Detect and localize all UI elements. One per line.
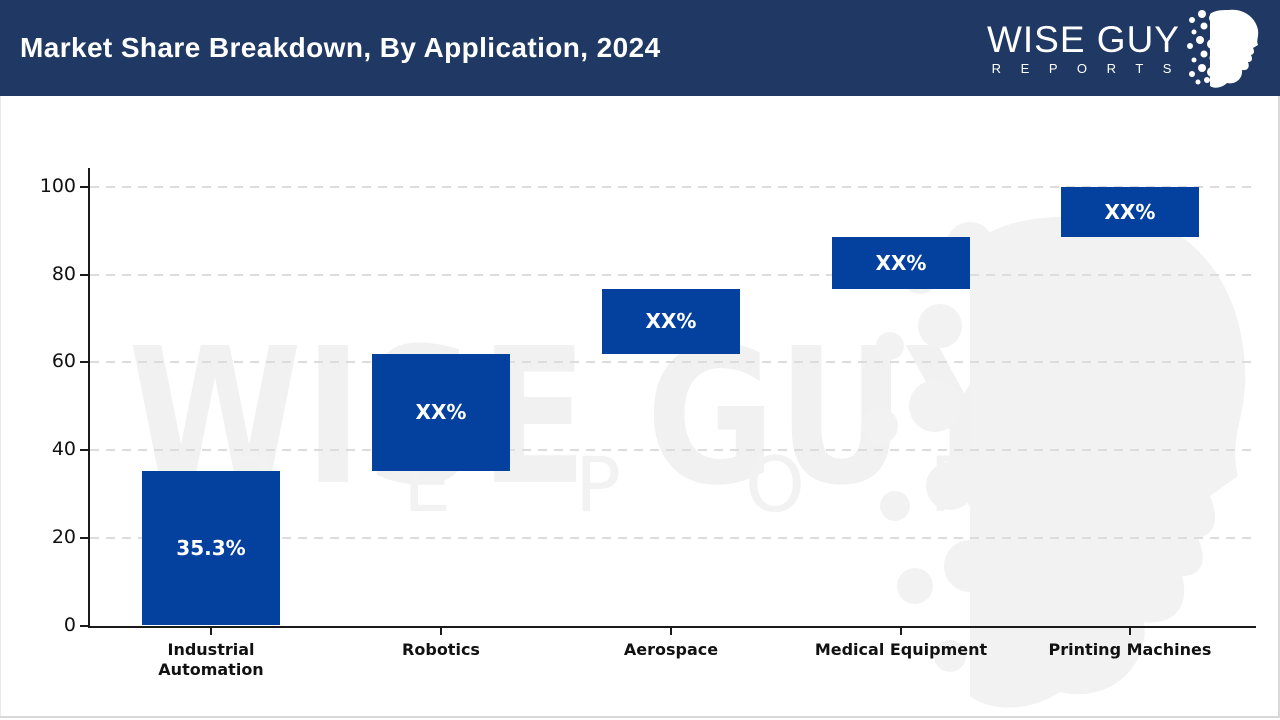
frame-right (1278, 96, 1280, 718)
y-axis-line (88, 168, 90, 627)
waterfall-bar: XX% (832, 237, 970, 289)
y-axis-tick (80, 624, 88, 627)
y-tick-label: 0 (63, 613, 76, 636)
x-axis-tick (210, 628, 212, 635)
x-axis-tick (440, 628, 442, 635)
bar-value-label: XX% (1104, 200, 1156, 225)
wise-guy-logo: WISE GUY R E P O R T S (987, 6, 1262, 90)
y-tick-label: 60 (51, 350, 76, 373)
frame-left (0, 96, 1, 718)
logo-name: WISE GUY (986, 18, 1180, 60)
x-category-label: Aerospace (623, 640, 719, 659)
gridline (90, 186, 1256, 188)
bar-value-label: XX% (645, 309, 697, 334)
y-axis-tick (80, 449, 88, 452)
frame-bottom (0, 716, 1280, 718)
x-axis-tick (1129, 628, 1131, 635)
y-tick-label: 40 (51, 438, 76, 461)
y-axis-tick (80, 361, 88, 364)
gridline (90, 449, 1256, 452)
waterfall-bar: XX% (602, 288, 740, 354)
x-category-label: Industrial Automation (158, 640, 264, 680)
bar-value-label: XX% (875, 251, 927, 276)
gridline (90, 361, 1256, 364)
waterfall-bar: 35.3% (142, 470, 280, 626)
y-axis-tick (80, 273, 88, 276)
logo-subtitle: R E P O R T S (991, 60, 1180, 76)
page-title: Market Share Breakdown, By Application, … (20, 32, 661, 63)
x-category-label: Medical Equipment (814, 640, 988, 659)
gridline (90, 536, 1256, 539)
y-tick-label: 80 (51, 262, 76, 285)
x-axis-tick (900, 628, 902, 635)
header-bar: Market Share Breakdown, By Application, … (0, 0, 1280, 96)
x-category-label: Robotics (402, 640, 480, 659)
y-axis-tick (80, 536, 88, 539)
gridline (90, 273, 1256, 276)
x-category-label: Printing Machines (1048, 640, 1212, 659)
waterfall-bar: XX% (1061, 187, 1199, 238)
dotted-head-icon (1187, 9, 1259, 88)
y-tick-label: 100 (39, 175, 76, 197)
bar-value-label: 35.3% (176, 536, 246, 561)
x-axis-tick (670, 628, 672, 635)
bar-value-label: XX% (415, 400, 467, 425)
waterfall-bar: XX% (372, 353, 510, 471)
y-tick-label: 20 (51, 525, 76, 548)
logo-text: WISE GUY R E P O R T S (987, 21, 1180, 76)
y-axis-tick (80, 186, 88, 188)
x-axis-line (88, 626, 1256, 628)
